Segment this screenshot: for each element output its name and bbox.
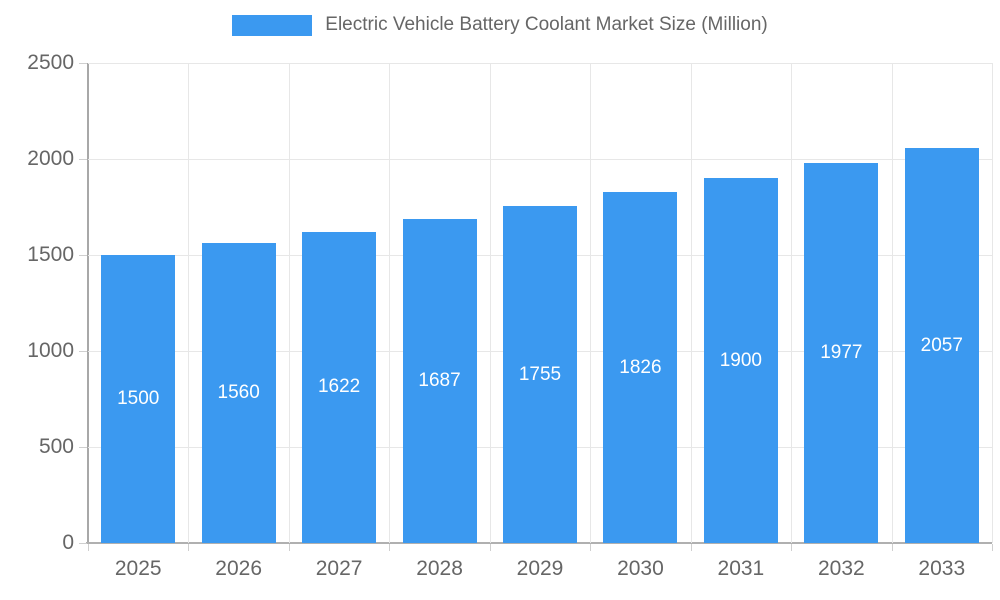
bar-2029[interactable]	[503, 206, 577, 543]
bar-2027[interactable]	[302, 231, 377, 543]
bar-value-label: 1687	[418, 370, 461, 392]
y-gridline	[88, 159, 992, 160]
bar-value-label: 1622	[317, 376, 361, 398]
bar-value-label: 1560	[217, 382, 260, 404]
y-tick-label: 500	[38, 435, 74, 458]
y-tick-mark	[79, 447, 87, 448]
y-tick-mark	[79, 159, 87, 160]
legend-swatch-icon	[232, 14, 313, 36]
x-tick-label: 2029	[516, 557, 564, 580]
x-axis-line	[86, 542, 992, 544]
bar-value-label: 2057	[920, 334, 963, 356]
x-gridline	[791, 63, 793, 543]
bar-2032[interactable]	[804, 163, 879, 543]
x-tick-label: 2032	[817, 557, 865, 580]
x-tick-mark	[188, 544, 190, 551]
y-tick-label: 0	[62, 531, 74, 554]
x-tick-label: 2031	[717, 557, 765, 580]
bar-value-label: 1500	[117, 388, 160, 409]
x-tick-label: 2025	[114, 557, 162, 580]
bar-2026[interactable]	[201, 243, 276, 543]
x-gridline	[590, 63, 592, 543]
y-gridline	[88, 63, 992, 64]
y-tick-mark	[79, 255, 87, 256]
x-tick-mark	[288, 544, 290, 551]
x-tick-label: 2030	[617, 557, 664, 580]
x-gridline	[288, 63, 290, 543]
bar-2025[interactable]	[101, 255, 176, 543]
legend-label: Electric Vehicle Battery Coolant Market …	[325, 14, 768, 35]
bar-2028[interactable]	[402, 219, 477, 543]
x-tick-mark	[88, 544, 89, 551]
x-tick-mark	[992, 544, 993, 551]
y-tick-label: 1500	[27, 243, 74, 266]
x-gridline	[992, 63, 993, 543]
x-tick-label: 2033	[918, 557, 966, 580]
x-tick-mark	[489, 544, 491, 551]
y-tick-label: 1000	[27, 339, 74, 362]
x-tick-label: 2027	[315, 557, 363, 580]
x-tick-mark	[891, 544, 893, 551]
x-gridline	[891, 63, 893, 543]
legend-item[interactable]: Electric Vehicle Battery Coolant Market …	[232, 14, 768, 36]
x-tick-label: 2026	[215, 557, 263, 580]
y-axis-line	[87, 63, 89, 543]
y-tick-mark	[79, 63, 87, 64]
x-tick-mark	[590, 544, 592, 551]
plot-area: 0 500 1000 1500 2000 2500 1500 2025 1560 2026 1622…	[27, 51, 993, 580]
y-tick-mark	[79, 351, 87, 352]
bar-value-label: 1900	[719, 349, 763, 371]
y-tick-label: 2500	[27, 51, 74, 74]
bar-2033[interactable]	[904, 148, 979, 543]
chart-legend: Electric Vehicle Battery Coolant Market …	[0, 14, 1000, 36]
x-gridline	[690, 63, 692, 543]
x-gridline	[389, 63, 391, 543]
x-tick-mark	[389, 544, 391, 551]
x-tick-label: 2028	[416, 557, 463, 580]
bar-value-label: 1826	[619, 356, 662, 378]
bar-2030[interactable]	[603, 192, 678, 543]
x-gridline	[188, 63, 190, 543]
x-tick-mark	[690, 544, 692, 551]
y-tick-mark	[79, 543, 87, 544]
x-gridline	[489, 63, 491, 543]
bar-2031[interactable]	[703, 178, 778, 543]
bar-value-label: 1977	[820, 342, 863, 364]
x-tick-mark	[791, 544, 793, 551]
bar-value-label: 1755	[518, 363, 562, 385]
y-tick-label: 2000	[27, 147, 74, 170]
